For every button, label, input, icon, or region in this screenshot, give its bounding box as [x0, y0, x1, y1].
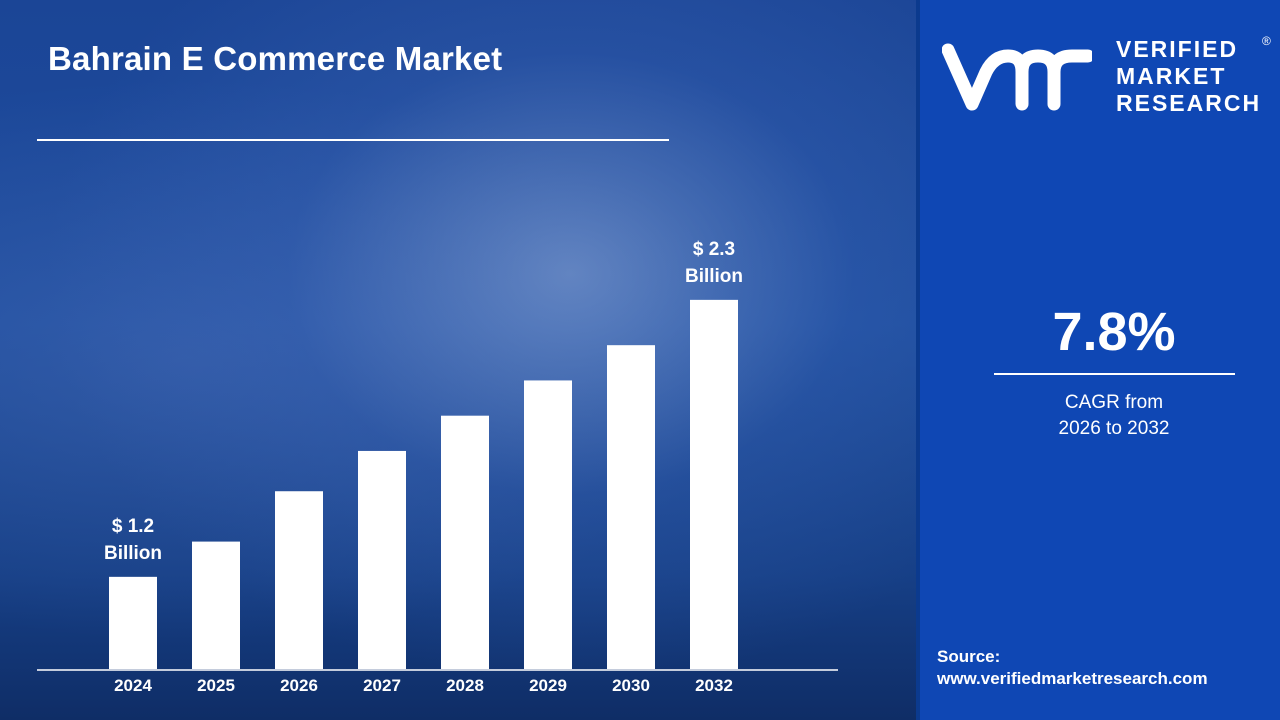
x-tick-label: 2024 [114, 676, 152, 695]
cagr-label-line1: CAGR from [1064, 392, 1164, 413]
data-label-line2: Billion [103, 542, 163, 564]
bar-2028 [441, 415, 489, 669]
bar-2030 [607, 345, 655, 669]
bar-2026 [275, 491, 323, 669]
chart-title: Bahrain E Commerce Market [48, 40, 503, 77]
bar-2024 [109, 576, 157, 669]
source: Source: www.verifiedmarketresearch.com [937, 646, 1208, 690]
cagr-label: CAGR from 2026 to 2032 [994, 390, 1234, 442]
logo-text: VERIFIED MARKET RESEARCH [1116, 36, 1261, 117]
source-url[interactable]: www.verifiedmarketresearch.com [937, 669, 1208, 688]
cagr-label-line2: 2026 to 2032 [1058, 418, 1170, 439]
bar-2027 [358, 450, 406, 669]
cagr-divider [994, 373, 1235, 375]
vmr-logo-icon [942, 43, 1092, 111]
title-underline [37, 139, 669, 141]
data-label-line2: Billion [684, 265, 744, 287]
logo-line-verified: VERIFIED [1116, 36, 1239, 62]
source-label: Source: [937, 647, 1001, 666]
bar-chart [0, 0, 920, 720]
x-tick-label: 2025 [197, 676, 235, 695]
registered-mark: ® [1262, 34, 1271, 48]
logo-line-market: MARKET [1116, 63, 1227, 89]
data-label-line1: $ 1.2 [111, 515, 155, 537]
data-label-line1: $ 2.3 [692, 238, 736, 260]
x-tick-label: 2032 [695, 676, 733, 695]
logo-line-research: RESEARCH [1116, 90, 1262, 116]
summary-panel [920, 0, 1280, 720]
x-tick-label: 2028 [446, 676, 484, 695]
x-tick-label: 2026 [280, 676, 318, 695]
bar-2025 [192, 541, 240, 669]
x-tick-label: 2029 [529, 676, 567, 695]
x-tick-label: 2030 [612, 676, 650, 695]
bar-2029 [524, 380, 572, 669]
bar-2032 [690, 299, 738, 669]
data-label-2032: $ 2.3 Billion [654, 236, 774, 290]
data-label-2024: $ 1.2 Billion [73, 513, 193, 567]
x-tick-label: 2027 [363, 676, 401, 695]
divider [916, 0, 922, 720]
cagr-value: 7.8% [1052, 302, 1176, 362]
